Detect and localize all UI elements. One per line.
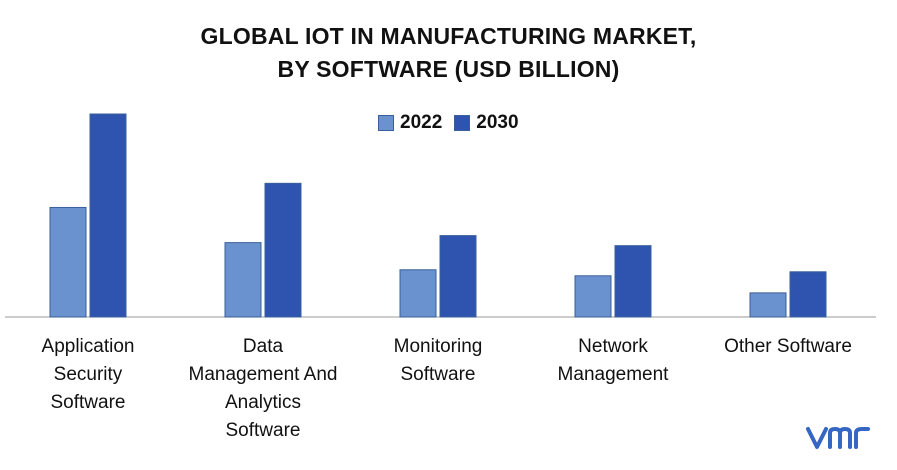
category-label-1: Application Security Software bbox=[0, 333, 178, 417]
category-label-4-line-2: Management bbox=[557, 364, 669, 385]
bar-2030-4 bbox=[614, 245, 652, 318]
bar-2030-3 bbox=[439, 235, 477, 318]
chart-title-line2: BY SOFTWARE (USD BILLION) bbox=[277, 56, 620, 82]
category-label-2-line-3: Analytics bbox=[224, 392, 302, 413]
category-label-2-line-4: Software bbox=[225, 420, 301, 441]
category-label-2: Data Management And Analytics Software bbox=[173, 333, 353, 445]
bar-2022-4 bbox=[574, 275, 612, 318]
legend-swatch-2030 bbox=[454, 115, 471, 131]
category-label-3-line-1: Monitoring bbox=[393, 336, 483, 357]
bar-2022-1 bbox=[49, 206, 87, 318]
category-label-1-line-1: Application bbox=[41, 336, 135, 357]
legend-item-2030: 2030 bbox=[454, 112, 519, 134]
category-label-4: Network Management bbox=[523, 333, 703, 389]
category-label-3: Monitoring Software bbox=[348, 333, 528, 389]
legend: 2022 2030 bbox=[378, 112, 519, 134]
category-label-5: Other Software bbox=[698, 333, 878, 361]
bar-2030-5 bbox=[789, 271, 827, 318]
category-label-1-line-2: Security bbox=[53, 364, 123, 385]
chart-title: GLOBAL IOT IN MANUFACTURING MARKET, BY S… bbox=[0, 20, 897, 86]
bar-2022-5 bbox=[749, 292, 787, 318]
legend-label-2022: 2022 bbox=[400, 112, 443, 133]
category-label-5-line-1: Other Software bbox=[724, 336, 852, 357]
chart-title-line1: GLOBAL IOT IN MANUFACTURING MARKET, bbox=[200, 23, 697, 49]
legend-label-2030: 2030 bbox=[476, 112, 519, 133]
legend-item-2022: 2022 bbox=[378, 112, 442, 134]
bar-2030-1 bbox=[89, 113, 127, 318]
legend-swatch-2022 bbox=[378, 115, 394, 131]
category-label-3-line-2: Software bbox=[400, 364, 476, 385]
category-label-2-line-2: Management And bbox=[188, 364, 338, 385]
vmr-logo-icon bbox=[806, 427, 870, 449]
bar-2022-2 bbox=[224, 242, 262, 318]
category-label-4-line-1: Network bbox=[578, 336, 648, 357]
bar-2022-3 bbox=[399, 269, 437, 318]
bar-2030-2 bbox=[264, 182, 302, 318]
category-label-1-line-3: Software bbox=[50, 392, 126, 413]
vmr-logo bbox=[805, 421, 877, 458]
category-label-2-line-1: Data bbox=[242, 336, 284, 357]
